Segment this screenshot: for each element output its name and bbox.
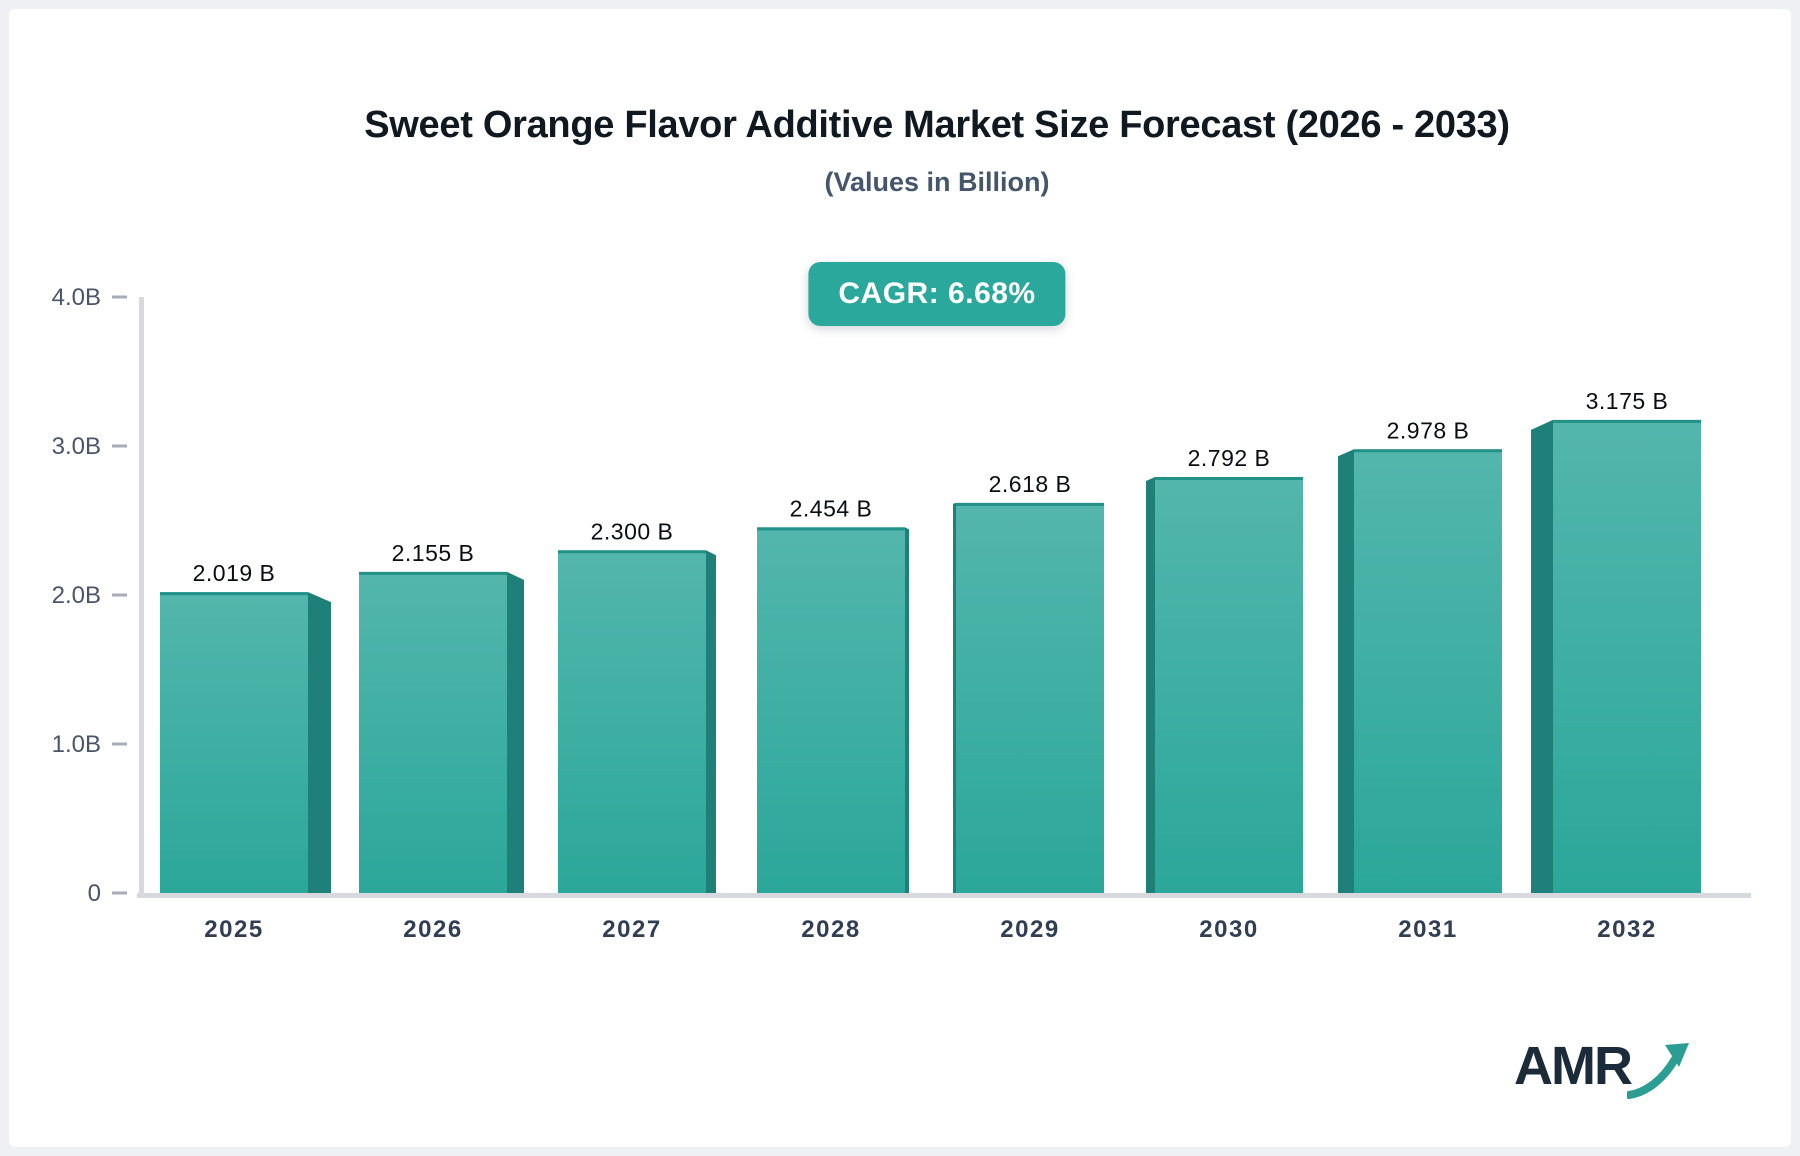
x-axis-label: 2026 [403, 916, 462, 943]
bar-side-face [1338, 449, 1354, 893]
bar-2028[interactable]: 2.454 B [757, 495, 909, 893]
x-axis-label: 2030 [1199, 916, 1258, 943]
bar-top-edge [160, 592, 308, 596]
bar-2026[interactable]: 2.155 B [359, 540, 524, 893]
bar-front-face [1354, 449, 1502, 893]
chart-title: Sweet Orange Flavor Additive Market Size… [364, 104, 1510, 146]
bar-side-face [308, 592, 331, 893]
chart-card: Sweet Orange Flavor Additive Market Size… [9, 9, 1791, 1147]
bar-top-edge [1553, 419, 1701, 423]
x-axis-label: 2028 [801, 916, 860, 943]
y-tick-label: 4.0B [52, 284, 101, 311]
bar-top-edge [558, 550, 706, 554]
y-tick-mark [112, 295, 127, 299]
bar-value-label: 2.300 B [591, 518, 674, 544]
y-tick-label: 3.0B [52, 433, 101, 460]
cagr-badge: CAGR: 6.68% [808, 262, 1066, 326]
bar-value-label: 2.019 B [193, 560, 276, 586]
x-axis-label: 2025 [204, 916, 263, 943]
chart-subtitle: (Values in Billion) [824, 167, 1050, 197]
y-tick-mark [112, 891, 127, 895]
bar-2031[interactable]: 2.978 B [1338, 417, 1502, 893]
y-tick-mark [112, 593, 127, 597]
bar-value-label: 2.454 B [790, 495, 873, 521]
bar-value-label: 2.618 B [989, 471, 1072, 497]
bar-front-face [757, 527, 905, 893]
bar-side-face [706, 550, 716, 893]
bar-2027[interactable]: 2.300 B [558, 518, 716, 893]
bar-top-edge [1155, 476, 1303, 480]
bar-top-edge [956, 502, 1104, 506]
bar-top-edge [757, 527, 905, 531]
market-size-bar-chart: 0 1.0B 2.0B 3.0B 4.0B 2.019 B 2025 2.155 B 2026 2… [52, 284, 1751, 943]
bar-front-face [359, 571, 507, 893]
y-tick-label: 0 [88, 880, 101, 907]
bar-side-face [953, 502, 956, 893]
y-tick-mark [112, 742, 127, 746]
bar-side-face [1146, 476, 1155, 893]
bar-side-face [507, 571, 524, 893]
bar-front-face [160, 592, 308, 893]
x-axis-label: 2029 [1000, 916, 1059, 943]
y-tick-label: 2.0B [52, 582, 101, 609]
y-axis-line [139, 297, 144, 893]
bar-2032[interactable]: 3.175 B [1531, 388, 1701, 893]
amr-logo-text: AMR [1514, 1036, 1633, 1096]
bar-value-label: 2.792 B [1188, 445, 1271, 471]
bar-2029[interactable]: 2.618 B [953, 471, 1104, 893]
bar-top-edge [359, 571, 507, 575]
growth-arrow-icon [1627, 1043, 1689, 1099]
arrow-swoosh [1627, 1055, 1679, 1099]
bar-top-edge [1354, 449, 1502, 453]
bar-front-face [1553, 419, 1701, 893]
bar-side-face [1531, 419, 1553, 893]
bar-value-label: 2.155 B [392, 540, 475, 566]
x-axis-label: 2027 [602, 916, 661, 943]
bar-front-face [956, 502, 1104, 893]
y-tick-mark [112, 444, 127, 448]
y-tick-label: 1.0B [52, 731, 101, 758]
bar-front-face [1155, 476, 1303, 893]
bar-value-label: 3.175 B [1586, 388, 1669, 414]
bar-side-face [905, 527, 909, 893]
bar-2030[interactable]: 2.792 B [1146, 445, 1303, 893]
bar-2025[interactable]: 2.019 B [160, 560, 331, 893]
arrow-head [1665, 1043, 1689, 1067]
x-axis-label: 2031 [1398, 916, 1457, 943]
x-axis-line [137, 893, 1751, 898]
bar-value-label: 2.978 B [1387, 417, 1470, 443]
x-axis-label: 2032 [1597, 916, 1656, 943]
amr-logo: AMR [1514, 1039, 1691, 1099]
bar-front-face [558, 550, 706, 893]
